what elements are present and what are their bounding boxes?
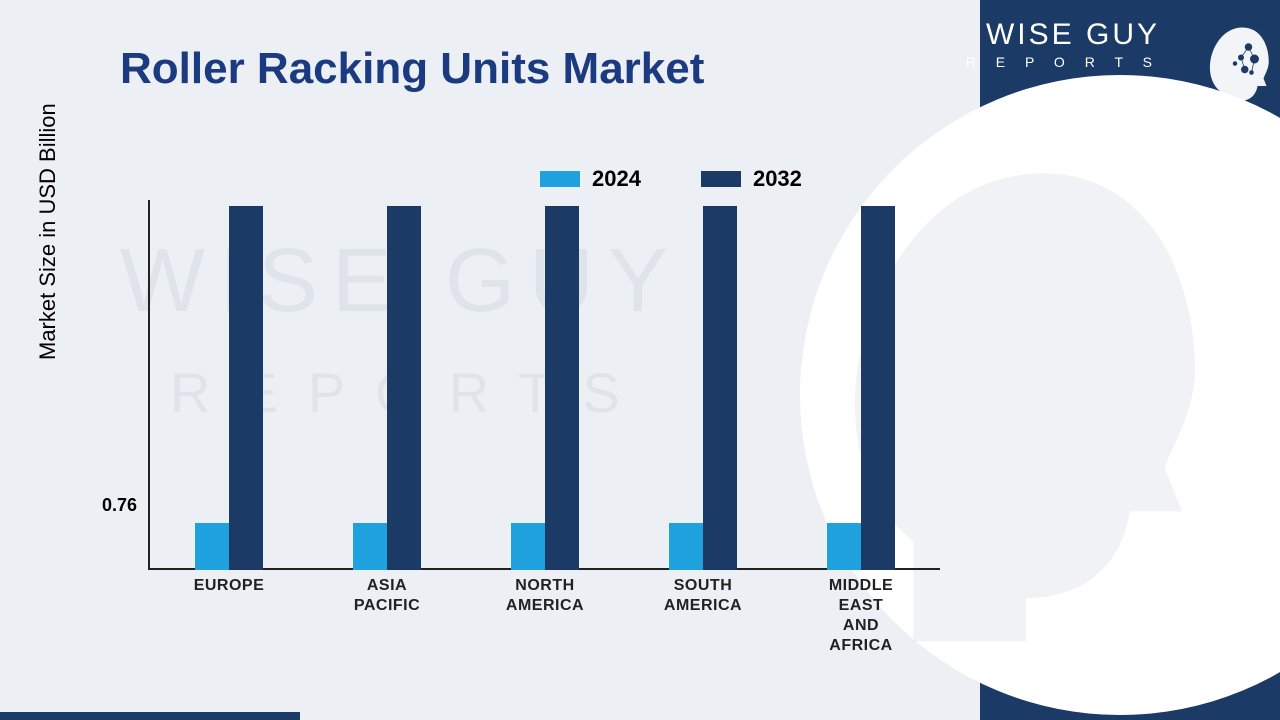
bar-group xyxy=(150,200,308,570)
bar xyxy=(827,523,861,570)
bar xyxy=(229,206,263,570)
brand-sub: R E P O R T S xyxy=(966,54,1160,70)
legend-item-2024: 2024 xyxy=(540,166,641,192)
bar-group xyxy=(466,200,624,570)
y-axis-label: Market Size in USD Billion xyxy=(35,103,61,360)
legend-label-2032: 2032 xyxy=(753,166,802,192)
data-label-076: 0.76 xyxy=(102,495,137,516)
bar xyxy=(703,206,737,570)
category-labels: EUROPEASIAPACIFICNORTHAMERICASOUTHAMERIC… xyxy=(150,576,940,656)
brand: WISE GUY R E P O R T S xyxy=(966,18,1160,70)
category-label: ASIAPACIFIC xyxy=(308,576,466,656)
bar-group xyxy=(782,200,940,570)
bar-group xyxy=(624,200,782,570)
bar xyxy=(387,206,421,570)
bar xyxy=(861,206,895,570)
category-label: MIDDLEEASTANDAFRICA xyxy=(782,576,940,656)
page: WISE GUY REPORTS WISE GUY R E P O R T S … xyxy=(0,0,1280,720)
category-label: NORTHAMERICA xyxy=(466,576,624,656)
legend: 2024 2032 xyxy=(540,166,802,192)
legend-label-2024: 2024 xyxy=(592,166,641,192)
bottom-strip xyxy=(0,712,300,720)
legend-swatch-2024 xyxy=(540,171,580,187)
bar xyxy=(545,206,579,570)
bar xyxy=(669,523,703,570)
bar xyxy=(511,523,545,570)
bar xyxy=(353,523,387,570)
category-label: EUROPE xyxy=(150,576,308,656)
bar xyxy=(195,523,229,570)
plot-area: 0.76 xyxy=(110,200,940,570)
legend-swatch-2032 xyxy=(701,171,741,187)
category-label: SOUTHAMERICA xyxy=(624,576,782,656)
brand-main: WISE GUY xyxy=(966,18,1160,52)
legend-item-2032: 2032 xyxy=(701,166,802,192)
bar-group xyxy=(308,200,466,570)
brand-head-icon xyxy=(1190,20,1280,110)
chart-title: Roller Racking Units Market xyxy=(120,44,704,94)
bar-groups xyxy=(150,200,940,570)
